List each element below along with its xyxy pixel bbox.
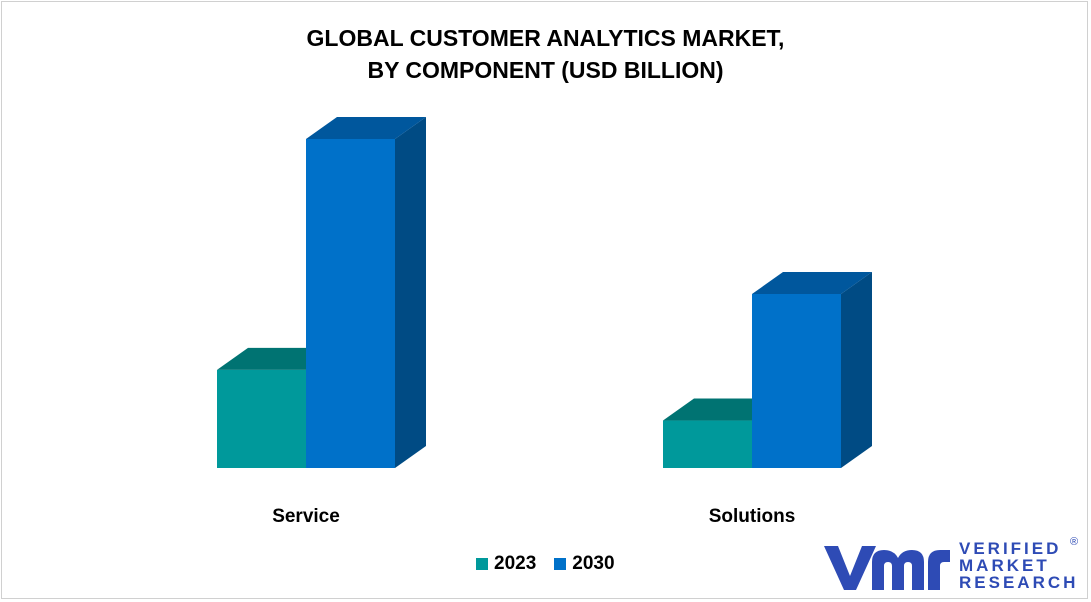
bar-top-face [306, 116, 426, 139]
chart-title-line-2: BY COMPONENT (USD BILLION) [367, 57, 724, 83]
bar-front-face [217, 369, 306, 468]
bar-front-face [663, 420, 752, 468]
legend-label-2023: 2023 [494, 553, 537, 574]
legend-item-2030: 2030 [554, 553, 615, 575]
category-label-service: Service [272, 506, 340, 527]
bar-top-face [752, 272, 872, 294]
bar-service-2030 [306, 116, 426, 469]
bar-side-face [395, 116, 426, 469]
legend-label-2030: 2030 [572, 553, 615, 574]
registered-mark: ® [1070, 536, 1079, 548]
bar-side-face [841, 272, 872, 468]
logo-wordmark: VERIFIED MARKET RESEARCH [959, 540, 1078, 591]
bar-group-solutions [663, 272, 872, 468]
logo-line-market: MARKET [959, 556, 1050, 575]
bar-group-service [217, 116, 426, 469]
category-label-solutions: Solutions [709, 506, 796, 527]
bar-solutions-2030 [752, 272, 872, 468]
logo-line-research: RESEARCH [959, 573, 1079, 592]
legend-swatch-2023 [476, 558, 488, 570]
verified-market-research-logo: VERIFIED MARKET RESEARCH ® [820, 536, 1082, 596]
logo-line-verified: VERIFIED [959, 539, 1062, 558]
vmr-logo-icon [824, 546, 950, 590]
chart-title-line-1: GLOBAL CUSTOMER ANALYTICS MARKET, [306, 25, 785, 51]
legend-swatch-2030 [554, 558, 567, 570]
chart-title: GLOBAL CUSTOMER ANALYTICS MARKET, BY COM… [0, 22, 1091, 86]
bar-front-face [752, 294, 841, 468]
legend: 2023 2030 [476, 553, 633, 575]
legend-item-2023: 2023 [476, 553, 536, 575]
bar-front-face [306, 138, 395, 468]
